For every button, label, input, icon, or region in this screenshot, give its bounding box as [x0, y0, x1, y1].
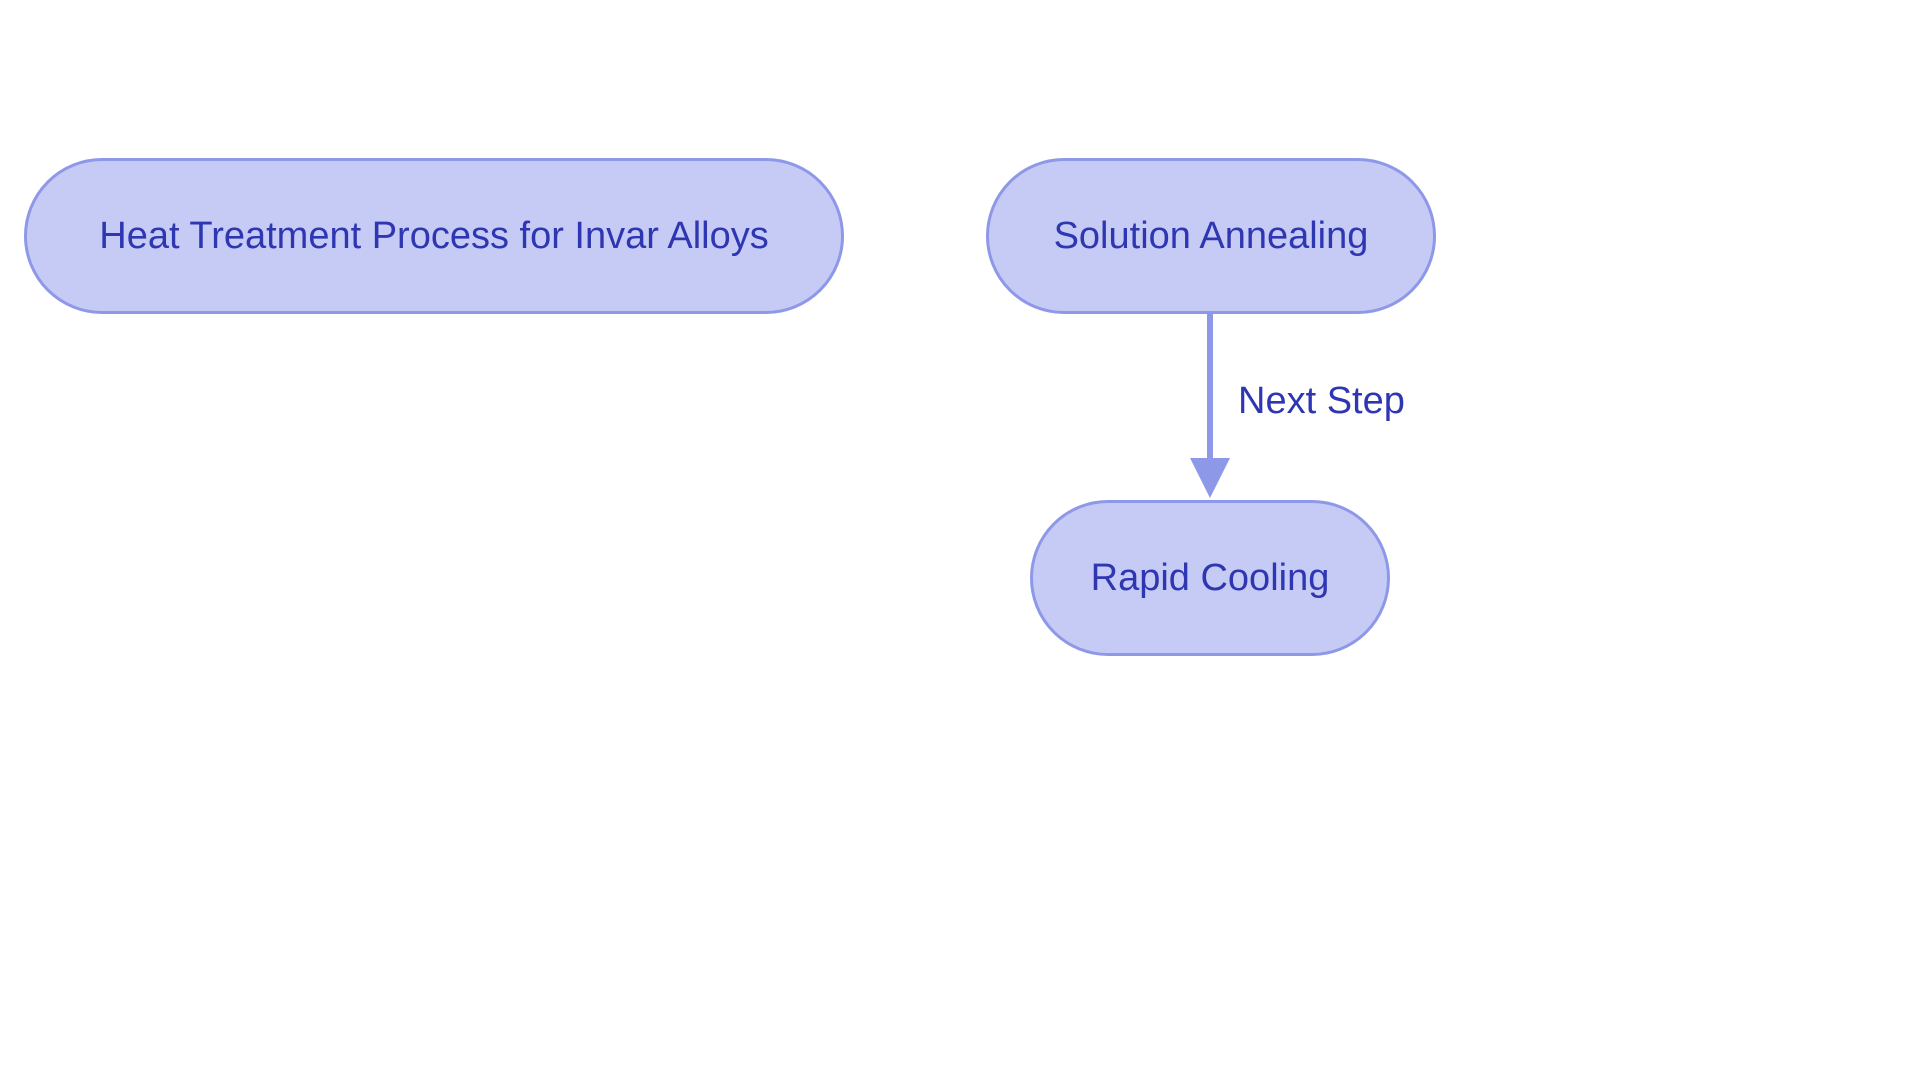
- node-label: Solution Annealing: [1054, 215, 1369, 258]
- edge-label-text: Next Step: [1238, 380, 1405, 422]
- flowchart-edge-line: [1207, 314, 1213, 462]
- flowchart-node-rapid-cooling: Rapid Cooling: [1030, 500, 1390, 656]
- flowchart-arrowhead: [1190, 458, 1230, 503]
- flowchart-edge-label: Next Step: [1238, 380, 1405, 423]
- node-label: Heat Treatment Process for Invar Alloys: [99, 215, 769, 258]
- flowchart-node-title: Heat Treatment Process for Invar Alloys: [24, 158, 844, 314]
- flowchart-node-solution-annealing: Solution Annealing: [986, 158, 1436, 314]
- node-label: Rapid Cooling: [1091, 557, 1330, 600]
